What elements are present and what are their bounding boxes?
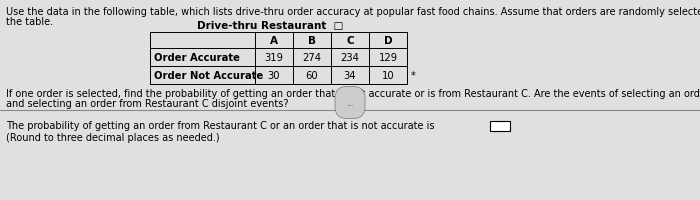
Bar [490, 121, 510, 131]
Text: ...: ... [346, 99, 354, 107]
Text: Use the data in the following table, which lists drive-thru order accuracy at po: Use the data in the following table, whi… [6, 7, 700, 17]
Text: 60: 60 [306, 71, 318, 81]
Text: the table.: the table. [6, 17, 53, 27]
Text: Order Not Accurate: Order Not Accurate [154, 71, 263, 81]
Text: 34: 34 [344, 71, 356, 81]
Text: If one order is selected, find the probability of getting an order that is not a: If one order is selected, find the proba… [6, 89, 700, 99]
Text: The probability of getting an order from Restaurant C or an order that is not ac: The probability of getting an order from… [6, 120, 435, 130]
Text: 234: 234 [341, 53, 359, 63]
Text: 10: 10 [382, 71, 394, 81]
Text: C: C [346, 36, 354, 46]
Text: B: B [308, 36, 316, 46]
Text: Drive-thru Restaurant  □: Drive-thru Restaurant □ [197, 21, 343, 31]
Text: (Round to three decimal places as needed.): (Round to three decimal places as needed… [6, 132, 220, 142]
Text: Order Accurate: Order Accurate [154, 53, 240, 63]
Text: D: D [384, 36, 392, 46]
Text: 319: 319 [265, 53, 284, 63]
Text: 129: 129 [379, 53, 398, 63]
Text: 274: 274 [302, 53, 321, 63]
Text: *: * [411, 71, 416, 81]
Text: 30: 30 [267, 71, 280, 81]
Text: and selecting an order from Restaurant C disjoint events?: and selecting an order from Restaurant C… [6, 99, 288, 108]
Text: A: A [270, 36, 278, 46]
